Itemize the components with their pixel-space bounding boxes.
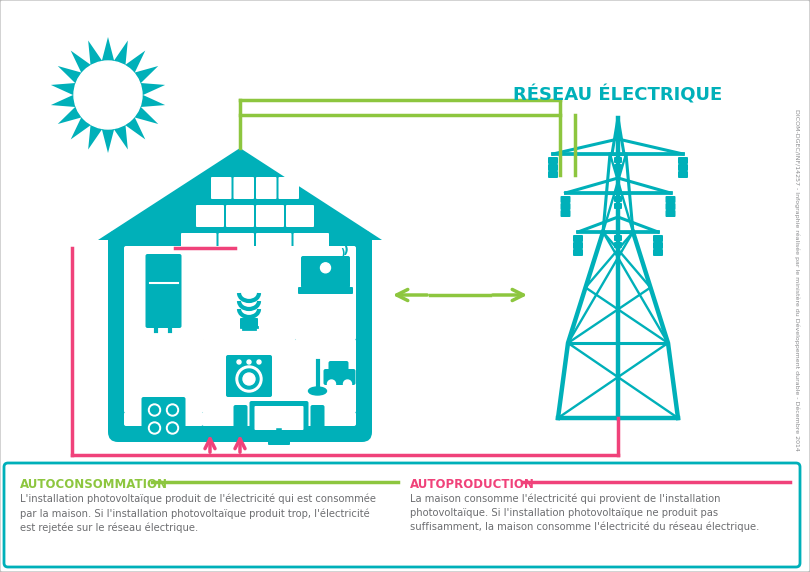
FancyBboxPatch shape	[256, 205, 284, 227]
Text: ): )	[340, 248, 344, 258]
Polygon shape	[98, 148, 382, 240]
FancyBboxPatch shape	[573, 249, 583, 256]
Circle shape	[148, 404, 160, 416]
Circle shape	[167, 422, 178, 434]
Circle shape	[237, 360, 241, 364]
FancyBboxPatch shape	[226, 205, 254, 227]
FancyBboxPatch shape	[666, 210, 676, 217]
FancyBboxPatch shape	[202, 246, 296, 340]
FancyBboxPatch shape	[561, 210, 570, 217]
Circle shape	[327, 380, 335, 388]
Circle shape	[151, 406, 159, 414]
FancyBboxPatch shape	[202, 339, 296, 413]
FancyBboxPatch shape	[548, 171, 558, 178]
FancyBboxPatch shape	[202, 412, 356, 426]
FancyBboxPatch shape	[249, 401, 309, 437]
FancyBboxPatch shape	[233, 177, 254, 199]
Circle shape	[168, 406, 177, 414]
FancyBboxPatch shape	[211, 177, 232, 199]
Circle shape	[321, 263, 330, 273]
Polygon shape	[51, 37, 165, 153]
FancyBboxPatch shape	[124, 246, 203, 413]
FancyBboxPatch shape	[310, 405, 325, 435]
FancyBboxPatch shape	[219, 233, 254, 255]
FancyBboxPatch shape	[286, 205, 314, 227]
FancyBboxPatch shape	[666, 196, 676, 203]
Circle shape	[243, 373, 255, 385]
FancyBboxPatch shape	[323, 369, 356, 385]
FancyBboxPatch shape	[614, 196, 622, 202]
Text: L'installation photovoltaïque produit de l'électricité qui est consommée
par la : L'installation photovoltaïque produit de…	[20, 494, 376, 533]
FancyBboxPatch shape	[666, 203, 676, 210]
FancyBboxPatch shape	[561, 196, 570, 203]
FancyBboxPatch shape	[181, 233, 216, 255]
FancyBboxPatch shape	[614, 203, 622, 209]
Text: DICOM-DGEC/INF/14257 - Infographie réalisée par le ministère du Développement du: DICOM-DGEC/INF/14257 - Infographie réali…	[795, 109, 799, 451]
FancyBboxPatch shape	[298, 287, 353, 294]
FancyBboxPatch shape	[614, 164, 622, 170]
FancyBboxPatch shape	[678, 164, 688, 171]
FancyBboxPatch shape	[226, 355, 272, 397]
FancyBboxPatch shape	[256, 177, 276, 199]
FancyBboxPatch shape	[614, 242, 622, 248]
FancyBboxPatch shape	[279, 177, 299, 199]
FancyBboxPatch shape	[108, 230, 372, 442]
Text: AUTOCONSOMMATION: AUTOCONSOMMATION	[20, 478, 168, 491]
Circle shape	[239, 369, 259, 389]
FancyBboxPatch shape	[124, 412, 203, 426]
Circle shape	[247, 360, 251, 364]
FancyBboxPatch shape	[653, 235, 663, 242]
FancyBboxPatch shape	[678, 171, 688, 178]
FancyBboxPatch shape	[573, 242, 583, 249]
FancyBboxPatch shape	[653, 242, 663, 249]
FancyBboxPatch shape	[146, 254, 181, 328]
Circle shape	[74, 61, 142, 129]
Ellipse shape	[309, 387, 326, 395]
FancyBboxPatch shape	[573, 235, 583, 242]
FancyBboxPatch shape	[678, 157, 688, 164]
FancyBboxPatch shape	[561, 203, 570, 210]
FancyBboxPatch shape	[4, 463, 800, 567]
FancyBboxPatch shape	[653, 249, 663, 256]
FancyBboxPatch shape	[256, 233, 292, 255]
Circle shape	[236, 366, 262, 392]
FancyBboxPatch shape	[295, 246, 356, 340]
FancyBboxPatch shape	[233, 405, 248, 435]
Text: RÉSEAU ÉLECTRIQUE: RÉSEAU ÉLECTRIQUE	[514, 85, 723, 105]
FancyBboxPatch shape	[142, 397, 185, 441]
FancyBboxPatch shape	[614, 157, 622, 163]
Circle shape	[257, 360, 261, 364]
Circle shape	[148, 422, 160, 434]
Text: La maison consomme l'électricité qui provient de l'installation
photovoltaïque. : La maison consomme l'électricité qui pro…	[410, 494, 760, 533]
FancyBboxPatch shape	[301, 256, 350, 288]
FancyBboxPatch shape	[268, 438, 290, 445]
FancyBboxPatch shape	[329, 361, 348, 375]
FancyBboxPatch shape	[548, 164, 558, 171]
FancyBboxPatch shape	[293, 233, 329, 255]
FancyBboxPatch shape	[196, 205, 224, 227]
Text: AUTOPRODUCTION: AUTOPRODUCTION	[410, 478, 535, 491]
FancyBboxPatch shape	[614, 235, 622, 241]
Circle shape	[151, 424, 159, 432]
FancyBboxPatch shape	[548, 157, 558, 164]
Circle shape	[168, 424, 177, 432]
FancyBboxPatch shape	[295, 339, 356, 413]
Circle shape	[343, 380, 352, 388]
FancyBboxPatch shape	[240, 318, 258, 328]
Circle shape	[167, 404, 178, 416]
FancyBboxPatch shape	[254, 406, 304, 430]
Text: ): )	[343, 244, 349, 257]
